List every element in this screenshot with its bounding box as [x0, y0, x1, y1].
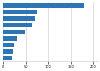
Bar [3, 36, 17, 40]
Bar [3, 56, 12, 60]
Bar [3, 43, 14, 47]
Bar [3, 10, 37, 14]
Bar [3, 3, 84, 8]
Bar [3, 16, 35, 21]
Bar [3, 49, 13, 54]
Bar [3, 23, 32, 27]
Bar [3, 30, 25, 34]
